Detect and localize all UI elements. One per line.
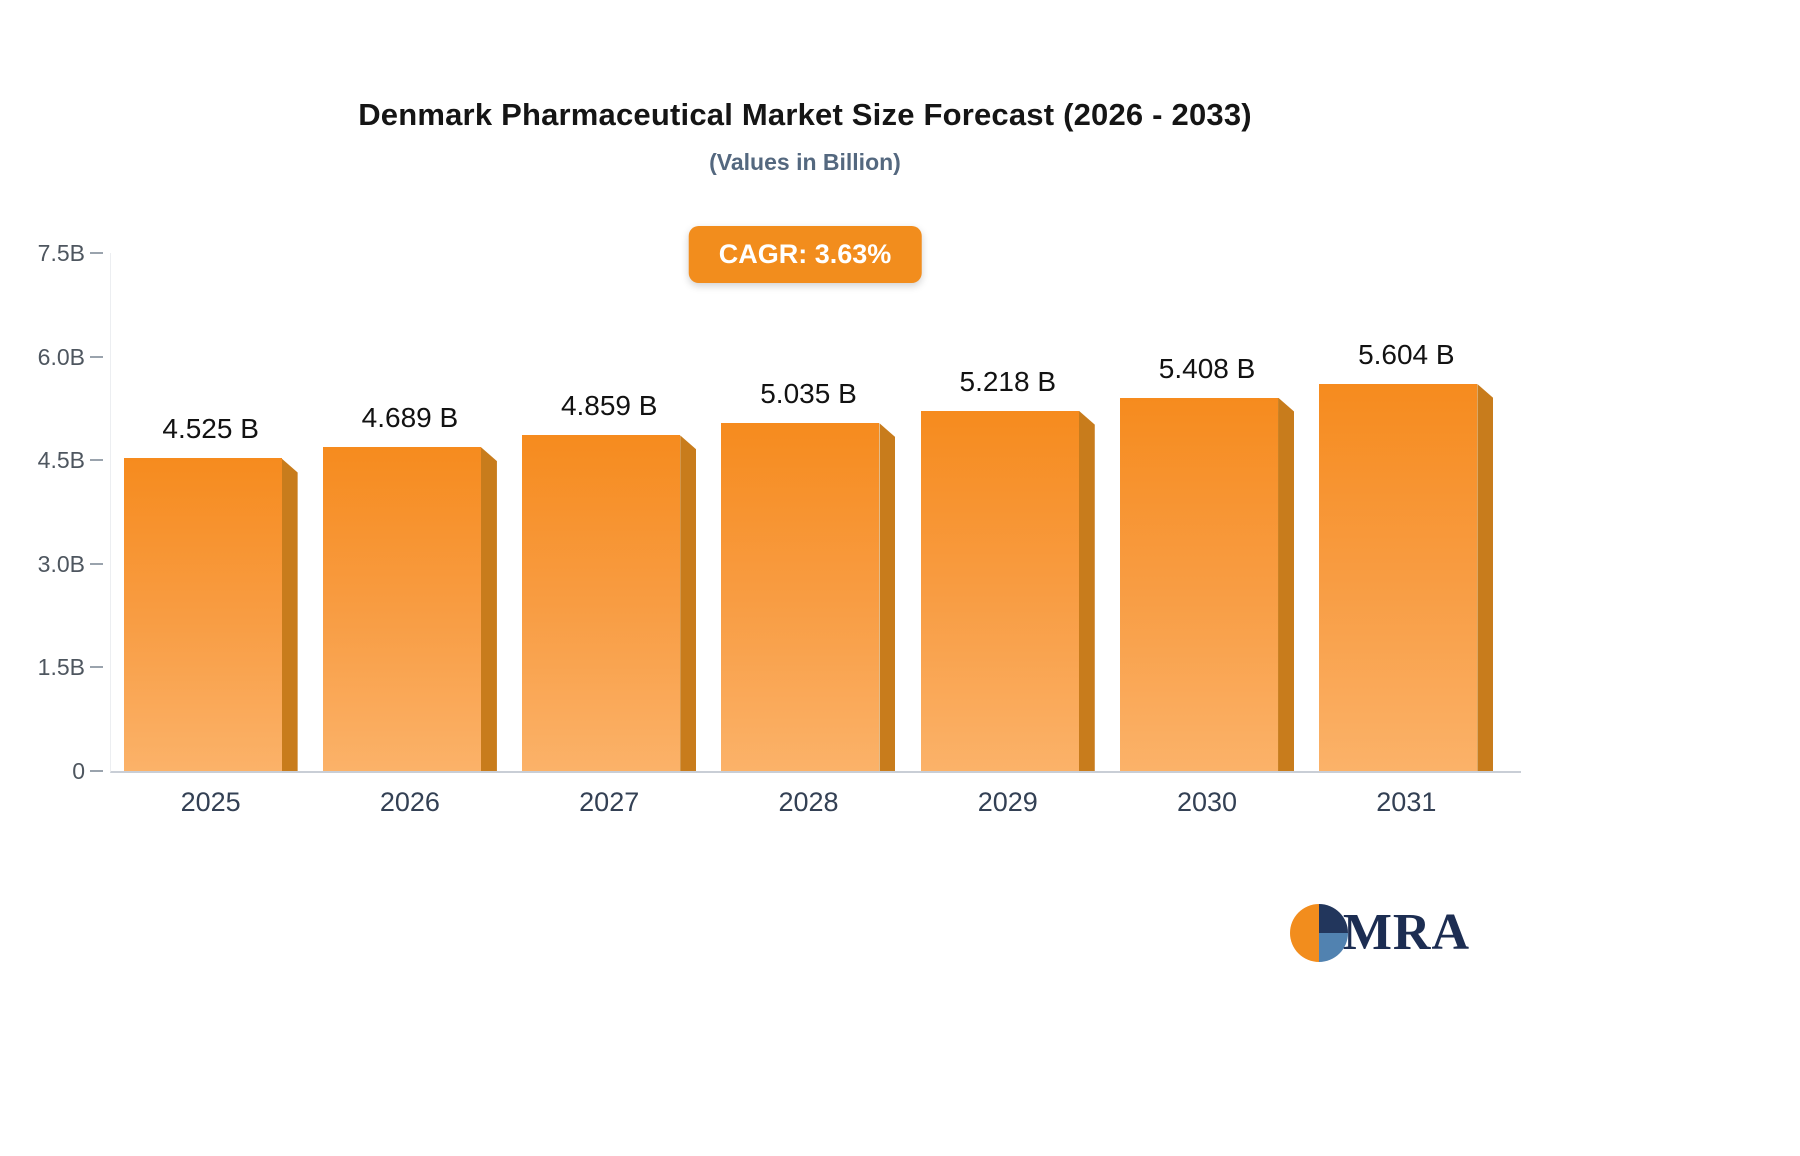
- bar-side-face: [1278, 397, 1295, 771]
- bar-value-label: 5.408 B: [1158, 352, 1256, 384]
- bar-front-face: [1120, 397, 1279, 771]
- bar-front-face: [522, 435, 681, 771]
- bar-slot: 5.408 B 2030: [1107, 253, 1306, 817]
- y-tick-label: 6.0B: [37, 343, 85, 370]
- bar-front-face: [1319, 383, 1478, 771]
- bar-value-label: 4.859 B: [560, 390, 658, 422]
- brand-logo: MRA: [1289, 903, 1470, 962]
- bars-row: 4.525 B 2025 4.689 B 2026 4.859 B 2027 5.035 B…: [111, 253, 1506, 817]
- bar-slot: 5.035 B 2028: [709, 253, 908, 817]
- x-axis-label: 2026: [379, 787, 440, 817]
- bar: 4.689 B: [322, 402, 497, 771]
- bar-side-face: [281, 458, 298, 771]
- bar-slot: 4.689 B 2026: [310, 253, 509, 817]
- bar-side-face: [879, 423, 896, 771]
- x-axis-label: 2025: [180, 787, 241, 817]
- bar-slot: 4.525 B 2025: [111, 253, 310, 817]
- y-tick-mark: [90, 562, 103, 565]
- x-axis-label: 2027: [579, 787, 640, 817]
- bar-side-face: [1078, 410, 1095, 771]
- bar-value-label: 5.035 B: [760, 378, 857, 410]
- plot-area: 4.525 B 2025 4.689 B 2026 4.859 B 2027 5.035 B…: [38, 240, 1521, 817]
- x-axis-label: 2028: [778, 787, 839, 817]
- bar-side-face: [1477, 383, 1494, 771]
- x-axis-label: 2029: [977, 787, 1038, 817]
- bar: 5.035 B: [721, 378, 896, 771]
- bar-front-face: [123, 458, 282, 771]
- bar: 5.218 B: [920, 366, 1095, 771]
- bar-front-face: [721, 423, 880, 771]
- bar-slot: 4.859 B 2027: [510, 253, 709, 817]
- chart-title: Denmark Pharmaceutical Market Size Forec…: [358, 97, 1252, 132]
- bar-side-face: [480, 447, 497, 771]
- bar: 5.604 B: [1319, 339, 1494, 771]
- bar-value-label: 5.604 B: [1358, 338, 1455, 370]
- bar: 4.859 B: [522, 390, 697, 771]
- chart-subtitle: (Values in Billion): [709, 149, 901, 175]
- bar: 4.525 B: [123, 413, 298, 771]
- pie-logo-icon: [1289, 903, 1348, 962]
- bar-slot: 5.218 B 2029: [908, 253, 1107, 817]
- y-tick-label: 0: [72, 758, 85, 784]
- bar-side-face: [680, 435, 697, 771]
- y-tick-mark: [90, 252, 103, 254]
- y-tick-label: 7.5B: [37, 240, 85, 266]
- y-tick-mark: [90, 770, 103, 772]
- bar-value-label: 4.525 B: [162, 413, 259, 445]
- y-tick-label: 3.0B: [37, 550, 85, 577]
- y-tick-mark: [90, 355, 103, 358]
- bar-front-face: [920, 410, 1079, 771]
- y-tick-mark: [90, 459, 103, 462]
- y-tick-mark: [90, 666, 103, 669]
- x-axis-label: 2030: [1177, 787, 1238, 817]
- bar-slot: 5.604 B 2031: [1307, 253, 1506, 817]
- bar-value-label: 5.218 B: [959, 365, 1057, 397]
- logo-text: MRA: [1342, 904, 1470, 961]
- bar-front-face: [322, 447, 481, 771]
- y-tick-label: 1.5B: [37, 654, 85, 681]
- y-tick-label: 4.5B: [37, 447, 85, 474]
- cagr-badge: CAGR: 3.63%: [688, 226, 922, 283]
- bar-value-label: 4.689 B: [361, 402, 459, 434]
- x-axis-label: 2031: [1376, 787, 1437, 817]
- bar: 5.408 B: [1120, 353, 1295, 771]
